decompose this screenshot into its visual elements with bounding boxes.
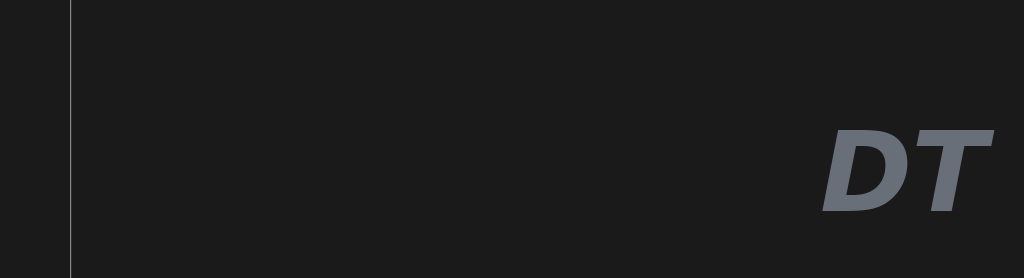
Text: A substance decomposes following first order kinetics. If the half-life period o: A substance decomposes following first o… — [138, 35, 890, 53]
Text: DT: DT — [819, 127, 987, 234]
Text: First order reaction completes 90% in 30 minutes. Calculator half-life period of: First order reaction completes 90% in 30… — [138, 139, 898, 157]
Text: 10.: 10. — [77, 35, 106, 53]
Text: 12.: 12. — [77, 238, 106, 256]
Text: 11.: 11. — [77, 139, 106, 157]
Text: reaction.: reaction. — [138, 192, 219, 210]
Text: Write instantaneous rate of reaction for following reaction:: Write instantaneous rate of reaction for… — [138, 238, 677, 256]
Text: reaction is 15 minutes. Calculate the time required for 90% completion.: reaction is 15 minutes. Calculate the ti… — [138, 88, 799, 106]
